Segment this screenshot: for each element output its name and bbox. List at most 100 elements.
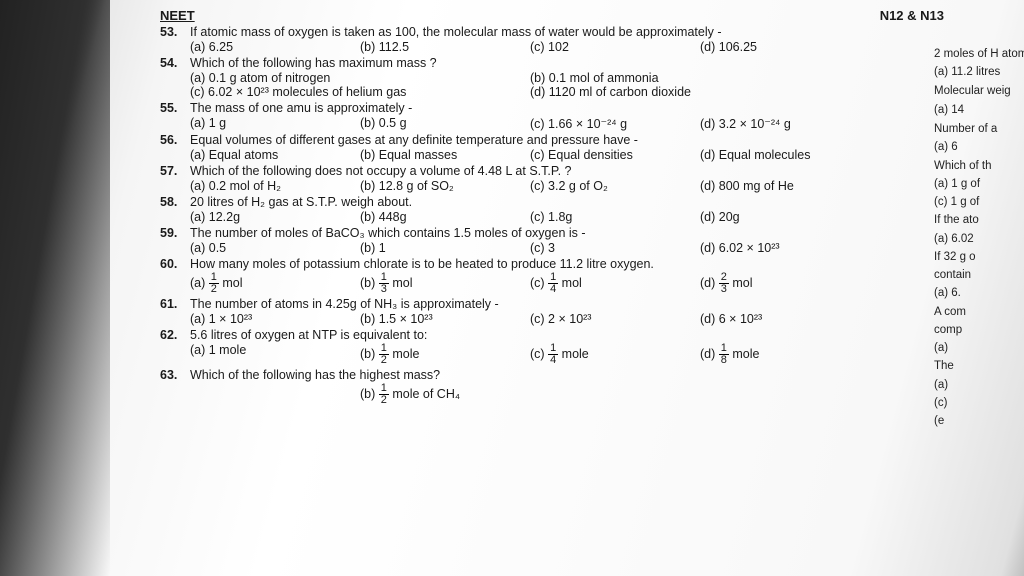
question-stem: The number of moles of BaCO₃ which conta… — [190, 226, 1024, 240]
option: (c) 102 — [530, 40, 700, 54]
options-row: (a) 0.2 mol of H₂(b) 12.8 g of SO₂(c) 3.… — [190, 179, 1024, 193]
side-fragment: (a) 6 — [934, 139, 1024, 156]
page-header: NEET N12 & N13 — [160, 8, 1024, 23]
option: (c) 3.2 g of O₂ — [530, 179, 700, 193]
side-fragment: comp — [934, 322, 1024, 339]
question-number: 62. — [160, 328, 190, 366]
side-fragment: Number of a — [934, 121, 1024, 138]
option: (c) 1.66 × 10⁻²⁴ g — [530, 116, 700, 131]
question: 55.The mass of one amu is approximately … — [160, 101, 1024, 131]
option: (a) 1 mole — [190, 343, 360, 366]
option: (d) 6.02 × 10²³ — [700, 241, 870, 255]
question-stem: If atomic mass of oxygen is taken as 100… — [190, 25, 1024, 39]
question-body: Which of the following has the highest m… — [190, 368, 1024, 406]
options-row: (a) 0.1 g atom of nitrogen(b) 0.1 mol of… — [190, 71, 1024, 99]
option: (b) 0.5 g — [360, 116, 530, 131]
side-fragment: The — [934, 358, 1024, 375]
option: (b) 1 — [360, 241, 530, 255]
option: (b) 1.5 × 10²³ — [360, 312, 530, 326]
question-stem: 20 litres of H₂ gas at S.T.P. weigh abou… — [190, 195, 1024, 209]
question-stem: Which of the following does not occupy a… — [190, 164, 1024, 178]
option: (b) 12 mole — [360, 343, 530, 366]
option: (b) 0.1 mol of ammonia — [530, 71, 870, 85]
question-number: 61. — [160, 297, 190, 326]
question-body: The number of moles of BaCO₃ which conta… — [190, 226, 1024, 255]
question-stem: The mass of one amu is approximately - — [190, 101, 1024, 115]
question-number: 58. — [160, 195, 190, 224]
option: (d) 18 mole — [700, 343, 870, 366]
question-body: Which of the following does not occupy a… — [190, 164, 1024, 193]
option: (b) 12.8 g of SO₂ — [360, 179, 530, 193]
question: 61.The number of atoms in 4.25g of NH₃ i… — [160, 297, 1024, 326]
question-number: 55. — [160, 101, 190, 131]
question-body: If atomic mass of oxygen is taken as 100… — [190, 25, 1024, 54]
option: (b) Equal masses — [360, 148, 530, 162]
option: (a) 0.2 mol of H₂ — [190, 179, 360, 193]
question: 57.Which of the following does not occup… — [160, 164, 1024, 193]
question-body: The number of atoms in 4.25g of NH₃ is a… — [190, 297, 1024, 326]
side-fragment: If 32 g o — [934, 249, 1024, 266]
option — [700, 383, 870, 406]
option: (d) 6 × 10²³ — [700, 312, 870, 326]
option: (a) 12 mol — [190, 272, 360, 295]
option: (a) 1 × 10²³ — [190, 312, 360, 326]
option: (c) 14 mole — [530, 343, 700, 366]
option: (a) Equal atoms — [190, 148, 360, 162]
options-row: (a) 1 g(b) 0.5 g(c) 1.66 × 10⁻²⁴ g(d) 3.… — [190, 116, 1024, 131]
option: (a) 0.1 g atom of nitrogen — [190, 71, 530, 85]
question-number: 60. — [160, 257, 190, 295]
option: (b) 12 mole of CH₄ — [360, 383, 530, 406]
exam-title: NEET — [160, 8, 195, 23]
question: 58.20 litres of H₂ gas at S.T.P. weigh a… — [160, 195, 1024, 224]
question-number: 59. — [160, 226, 190, 255]
question: 56.Equal volumes of different gases at a… — [160, 133, 1024, 162]
side-fragment: If the ato — [934, 212, 1024, 229]
question-stem: 5.6 litres of oxygen at NTP is equivalen… — [190, 328, 1024, 342]
adjacent-page-slice: 2 moles of H atom(a) 11.2 litresMolecula… — [934, 46, 1024, 431]
question-number: 63. — [160, 368, 190, 406]
option: (c) Equal densities — [530, 148, 700, 162]
question: 62.5.6 litres of oxygen at NTP is equiva… — [160, 328, 1024, 366]
side-fragment: (e — [934, 413, 1024, 430]
exam-page: NEET N12 & N13 53.If atomic mass of oxyg… — [0, 0, 1024, 406]
option: (a) 1 g — [190, 116, 360, 131]
question-body: How many moles of potassium chlorate is … — [190, 257, 1024, 295]
option: (d) 106.25 — [700, 40, 870, 54]
option: (c) 1.8g — [530, 210, 700, 224]
side-fragment: A com — [934, 304, 1024, 321]
question-body: 20 litres of H₂ gas at S.T.P. weigh abou… — [190, 195, 1024, 224]
question-body: Which of the following has maximum mass … — [190, 56, 1024, 99]
side-fragment: (c) — [934, 395, 1024, 412]
side-fragment: (a) — [934, 377, 1024, 394]
question-number: 53. — [160, 25, 190, 54]
paper-code: N12 & N13 — [880, 8, 944, 23]
question: 59.The number of moles of BaCO₃ which co… — [160, 226, 1024, 255]
side-fragment: (a) 14 — [934, 102, 1024, 119]
side-fragment: contain — [934, 267, 1024, 284]
options-row: (a) 1 mole(b) 12 mole(c) 14 mole(d) 18 m… — [190, 343, 1024, 366]
question: 53.If atomic mass of oxygen is taken as … — [160, 25, 1024, 54]
option: (d) 800 mg of He — [700, 179, 870, 193]
side-fragment: (a) 1 g of — [934, 176, 1024, 193]
question-stem: How many moles of potassium chlorate is … — [190, 257, 1024, 271]
options-row: (a) 6.25(b) 112.5(c) 102(d) 106.25 — [190, 40, 1024, 54]
option: (d) 1120 ml of carbon dioxide — [530, 85, 870, 99]
question: 63.Which of the following has the highes… — [160, 368, 1024, 406]
question: 54.Which of the following has maximum ma… — [160, 56, 1024, 99]
side-fragment: Molecular weig — [934, 83, 1024, 100]
option: (b) 13 mol — [360, 272, 530, 295]
options-row: (a) 0.5(b) 1(c) 3(d) 6.02 × 10²³ — [190, 241, 1024, 255]
option — [530, 383, 700, 406]
option: (c) 2 × 10²³ — [530, 312, 700, 326]
option: (d) 3.2 × 10⁻²⁴ g — [700, 116, 870, 131]
side-fragment: (a) 6. — [934, 285, 1024, 302]
options-row: (a) Equal atoms(b) Equal masses(c) Equal… — [190, 148, 1024, 162]
options-row: (a) 12 mol(b) 13 mol(c) 14 mol(d) 23 mol — [190, 272, 1024, 295]
options-row: (b) 12 mole of CH₄ — [190, 383, 1024, 406]
question-number: 56. — [160, 133, 190, 162]
side-fragment: 2 moles of H atom — [934, 46, 1024, 63]
option: (b) 112.5 — [360, 40, 530, 54]
question-body: 5.6 litres of oxygen at NTP is equivalen… — [190, 328, 1024, 366]
option: (d) 23 mol — [700, 272, 870, 295]
option: (c) 14 mol — [530, 272, 700, 295]
